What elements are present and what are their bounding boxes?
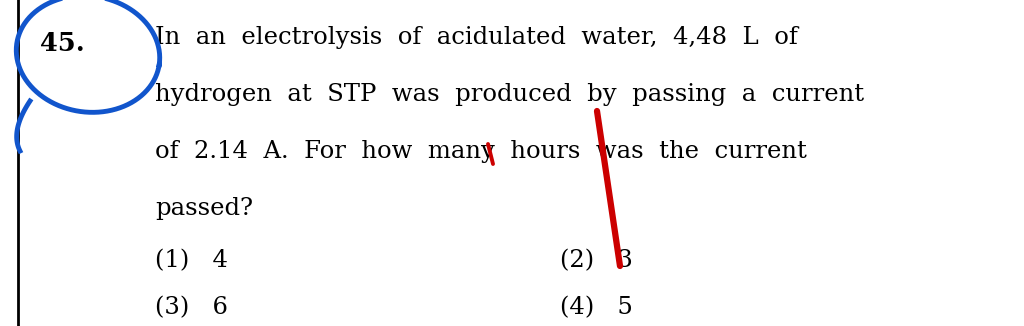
Text: 45.: 45. [40,31,85,56]
Text: (1)   4: (1) 4 [155,249,228,272]
Text: of  2.14  A.  For  how  many  hours  was  the  current: of 2.14 A. For how many hours was the cu… [155,140,807,163]
Text: (4)   5: (4) 5 [560,296,633,319]
Text: (3)   6: (3) 6 [155,296,228,319]
Text: passed?: passed? [155,197,253,220]
Text: In  an  electrolysis  of  acidulated  water,  4,48  L  of: In an electrolysis of acidulated water, … [155,26,798,49]
Text: (2)   3: (2) 3 [560,249,633,272]
Text: hydrogen  at  STP  was  produced  by  passing  a  current: hydrogen at STP was produced by passing … [155,83,864,106]
